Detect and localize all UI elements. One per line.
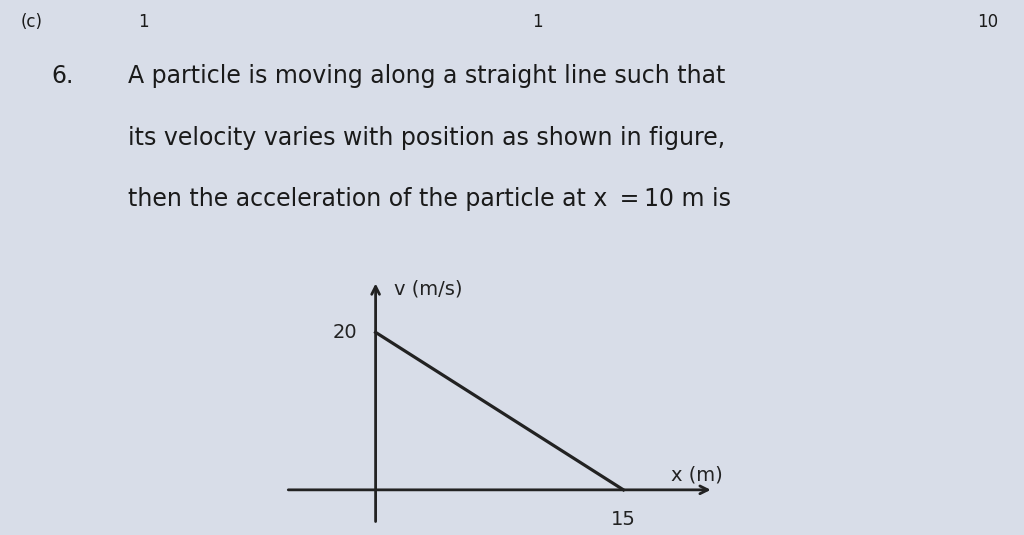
Text: v (m/s): v (m/s) (393, 279, 462, 299)
Text: 1: 1 (532, 13, 543, 32)
Text: 10: 10 (977, 13, 998, 32)
Text: then the acceleration of the particle at x  = 10 m is: then the acceleration of the particle at… (128, 187, 731, 211)
Text: (c): (c) (20, 13, 42, 32)
Text: A particle is moving along a straight line such that: A particle is moving along a straight li… (128, 64, 725, 88)
Text: 1: 1 (138, 13, 148, 32)
Text: its velocity varies with position as shown in figure,: its velocity varies with position as sho… (128, 126, 725, 150)
Text: 20: 20 (333, 323, 357, 342)
Text: x (m): x (m) (671, 465, 723, 485)
Text: 6.: 6. (51, 64, 74, 88)
Text: 15: 15 (611, 509, 636, 529)
